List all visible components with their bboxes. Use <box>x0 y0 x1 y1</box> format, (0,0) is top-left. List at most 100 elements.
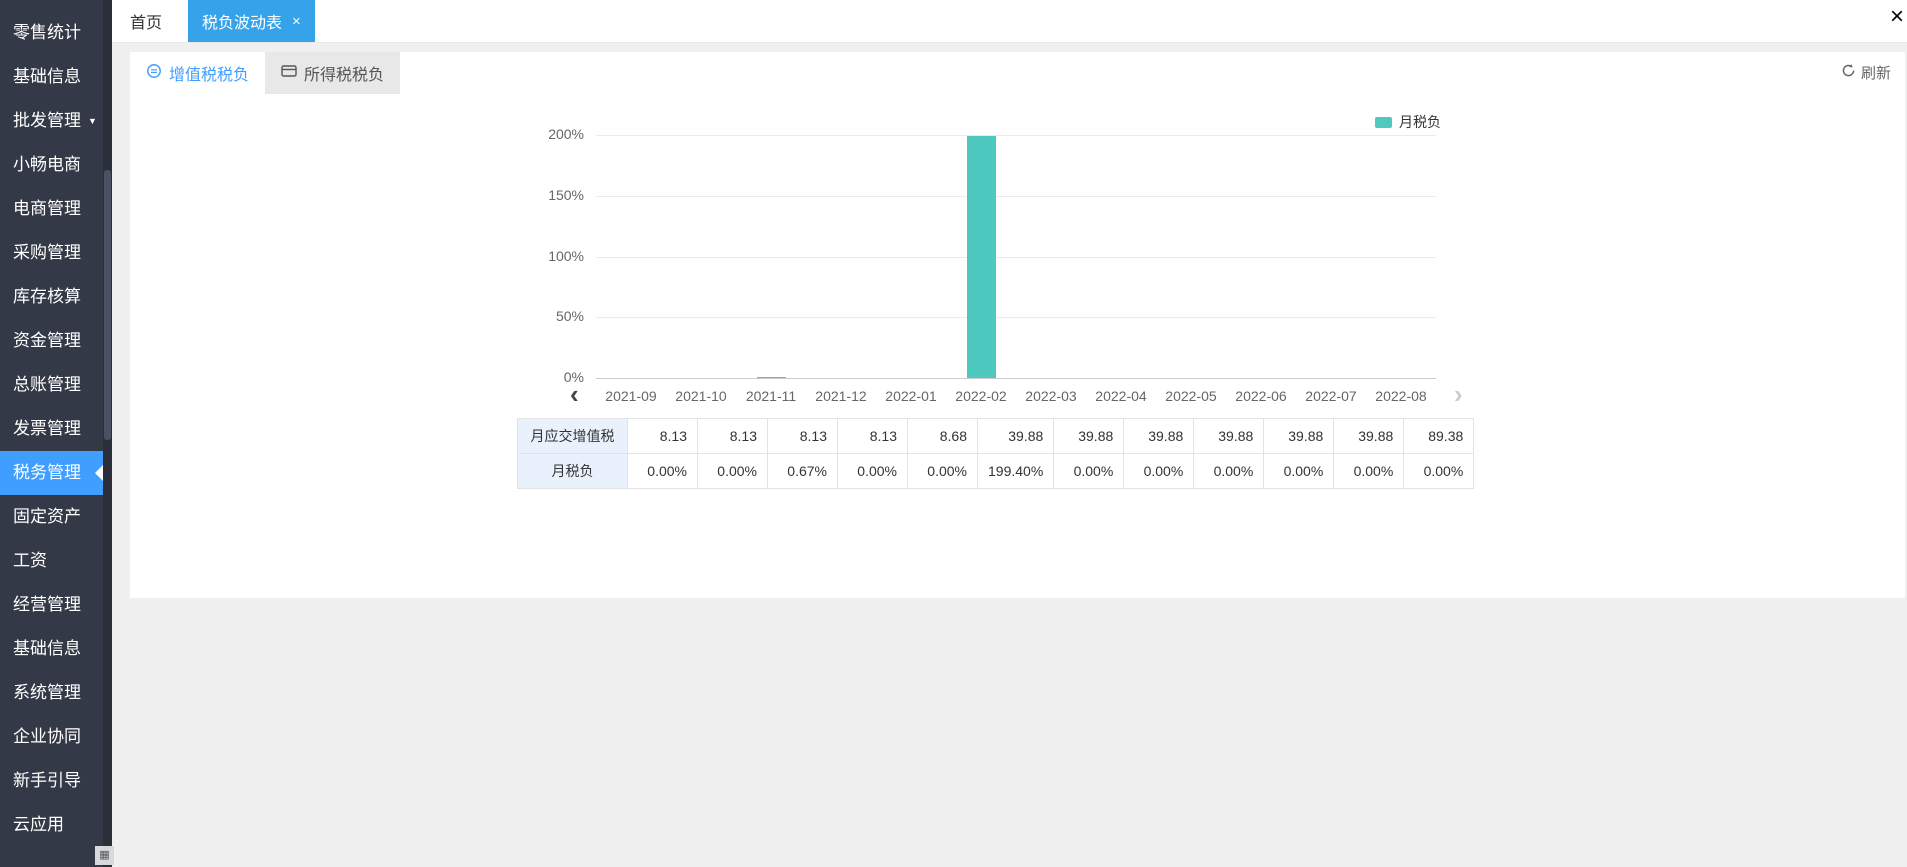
table-row: 月税负 0.00% 0.00% 0.67% 0.00% 0.00% 199.40% 0.00%… <box>517 453 1475 489</box>
sidebar-item-7[interactable]: 资金管理 <box>0 319 103 363</box>
sidebar-item-label: 采购管理 <box>13 243 81 262</box>
x-axis-tick-label: 2021-12 <box>815 388 867 404</box>
gridline <box>596 135 1436 136</box>
chart-prev-page-icon[interactable]: ‹ <box>570 379 579 409</box>
tab-label: 税负波动表 <box>202 15 283 32</box>
tab-home[interactable]: 首页 <box>130 0 162 42</box>
sidebar-item-label: 工资 <box>13 551 47 570</box>
sidebar-item-1[interactable]: 基础信息 <box>0 55 103 99</box>
bottom-corner-button[interactable]: ▦ <box>95 846 114 865</box>
table-cell: 8.13 <box>837 418 908 454</box>
table-cell: 0.00% <box>1193 453 1265 489</box>
sidebar-item-16[interactable]: 企业协同 <box>0 715 103 759</box>
table-cell: 0.00% <box>627 453 698 489</box>
table-cell: 0.00% <box>907 453 978 489</box>
sidebar-item-13[interactable]: 经营管理 <box>0 583 103 627</box>
sidebar-item-17[interactable]: 新手引导 <box>0 759 103 803</box>
grid-icon: ▦ <box>99 849 110 861</box>
sidebar-scrollbar-thumb[interactable] <box>104 170 111 440</box>
sidebar-item-label: 电商管理 <box>13 199 81 218</box>
sidebar-item-label: 固定资产 <box>13 507 81 526</box>
stats-table-body: 月应交增值税 8.13 8.13 8.13 8.13 8.68 39.88 39.88 39.8… <box>517 418 1475 489</box>
sidebar-item-5[interactable]: 采购管理 <box>0 231 103 275</box>
gridline <box>596 378 1436 379</box>
x-axis-tick-label: 2022-06 <box>1235 388 1287 404</box>
gridline <box>596 317 1436 319</box>
sidebar-item-12[interactable]: 工资 <box>0 539 103 583</box>
x-axis-tick-label: 2022-05 <box>1165 388 1217 404</box>
table-cell: 0.67% <box>767 453 838 489</box>
sidebar: 零售统计 基础信息 批发管理 ▼ 小畅电商 电商管理 采购管理 库存核算 资金管理 总账管理 发票管… <box>0 0 103 867</box>
y-axis-tick-label: 50% <box>555 308 584 325</box>
table-cell: 0.00% <box>1053 453 1125 489</box>
legend-label: 月税负 <box>1399 114 1441 130</box>
sidebar-item-label: 企业协同 <box>13 727 81 746</box>
chevron-down-icon: ▼ <box>88 116 97 126</box>
y-axis-tick-label: 100% <box>548 247 584 264</box>
sidebar-item-3[interactable]: 小畅电商 <box>0 143 103 187</box>
x-axis-tick-label: 2021-10 <box>675 388 727 404</box>
tax-burden-chart: 月税负 0% 50% 100% 150% 200% 2021-09 2021-10 2021… <box>130 94 1905 416</box>
chart-plot: 0% 50% 100% 150% 200% <box>548 126 1436 385</box>
table-row-header: 月应交增值税 <box>517 418 628 454</box>
income-card-icon <box>281 63 297 84</box>
sidebar-scrollbar[interactable] <box>103 0 112 867</box>
table-row: 月应交增值税 8.13 8.13 8.13 8.13 8.68 39.88 39.88 39.8… <box>517 418 1475 454</box>
sidebar-item-6[interactable]: 库存核算 <box>0 275 103 319</box>
tab-close-icon[interactable]: × <box>292 12 301 30</box>
sidebar-item-label: 小畅电商 <box>13 155 81 174</box>
table-cell: 39.88 <box>1193 418 1265 454</box>
sidebar-item-label: 新手引导 <box>13 771 81 790</box>
sidebar-item-label: 基础信息 <box>13 639 81 658</box>
table-cell: 39.88 <box>1123 418 1195 454</box>
sidebar-item-9[interactable]: 发票管理 <box>0 407 103 451</box>
table-cell: 8.13 <box>697 418 768 454</box>
vat-card-icon <box>146 63 162 84</box>
x-axis-tick-label: 2022-02 <box>955 388 1007 404</box>
refresh-label: 刷新 <box>1860 65 1891 82</box>
chart-bar <box>756 377 786 378</box>
refresh-button[interactable]: 刷新 <box>1841 62 1891 83</box>
table-cell: 0.00% <box>697 453 768 489</box>
sidebar-item-14[interactable]: 基础信息 <box>0 627 103 671</box>
sidebar-item-18[interactable]: 云应用 <box>0 803 103 847</box>
tab-tax-fluctuation[interactable]: 税负波动表 × <box>188 0 315 42</box>
y-axis-tick-label: 150% <box>548 186 584 203</box>
sidebar-item-11[interactable]: 固定资产 <box>0 495 103 539</box>
sidebar-item-label: 税务管理 <box>13 463 81 482</box>
table-cell: 89.38 <box>1403 418 1475 454</box>
y-axis-tick-label: 200% <box>548 126 584 142</box>
x-axis-tick-label: 2022-04 <box>1095 388 1147 404</box>
sidebar-item-15[interactable]: 系统管理 <box>0 671 103 715</box>
sidebar-item-label: 基础信息 <box>13 67 81 86</box>
sidebar-item-4[interactable]: 电商管理 <box>0 187 103 231</box>
tab-income-tax-burden[interactable]: 所得税税负 <box>265 52 401 94</box>
chart-next-page-icon[interactable]: › <box>1454 379 1463 409</box>
tax-panel: 增值税税负 所得税税负 刷新 月税负 <box>130 52 1905 598</box>
tab-vat-tax-burden[interactable]: 增值税税负 <box>130 52 266 94</box>
sidebar-item-label: 系统管理 <box>13 683 81 702</box>
sidebar-item-label: 资金管理 <box>13 331 81 350</box>
table-cell: 39.88 <box>976 418 1055 454</box>
sidebar-item-label: 库存核算 <box>13 287 81 306</box>
table-cell: 0.00% <box>1263 453 1335 489</box>
topbar: 首页 税负波动表 × × <box>112 0 1907 43</box>
gridline <box>596 256 1436 258</box>
sidebar-item-label: 云应用 <box>13 815 64 834</box>
sidebar-item-2[interactable]: 批发管理 ▼ <box>0 99 103 143</box>
sidebar-menu: 零售统计 基础信息 批发管理 ▼ 小畅电商 电商管理 采购管理 库存核算 资金管理 总账管理 发票管… <box>0 11 103 847</box>
table-cell: 8.13 <box>767 418 838 454</box>
table-cell: 8.68 <box>907 418 978 454</box>
tab-home-label: 首页 <box>130 15 163 32</box>
table-cell: 199.40% <box>976 453 1055 489</box>
stats-table-wrap: 月应交增值税 8.13 8.13 8.13 8.13 8.68 39.88 39.88 39.8… <box>517 418 1475 489</box>
window-close-icon[interactable]: × <box>1889 3 1904 30</box>
sidebar-item-10[interactable]: 税务管理 <box>0 451 103 495</box>
sidebar-item-8[interactable]: 总账管理 <box>0 363 103 407</box>
legend-item[interactable]: 月税负 <box>1375 112 1441 132</box>
sidebar-item-0[interactable]: 零售统计 <box>0 11 103 55</box>
x-axis-labels: 2021-09 2021-10 2021-11 2021-12 2022-01 2022-… <box>596 388 1436 404</box>
panel-header: 增值税税负 所得税税负 刷新 <box>130 52 1905 94</box>
x-axis-tick-label: 2021-11 <box>745 388 797 404</box>
x-axis-tick-label: 2022-08 <box>1375 388 1427 404</box>
